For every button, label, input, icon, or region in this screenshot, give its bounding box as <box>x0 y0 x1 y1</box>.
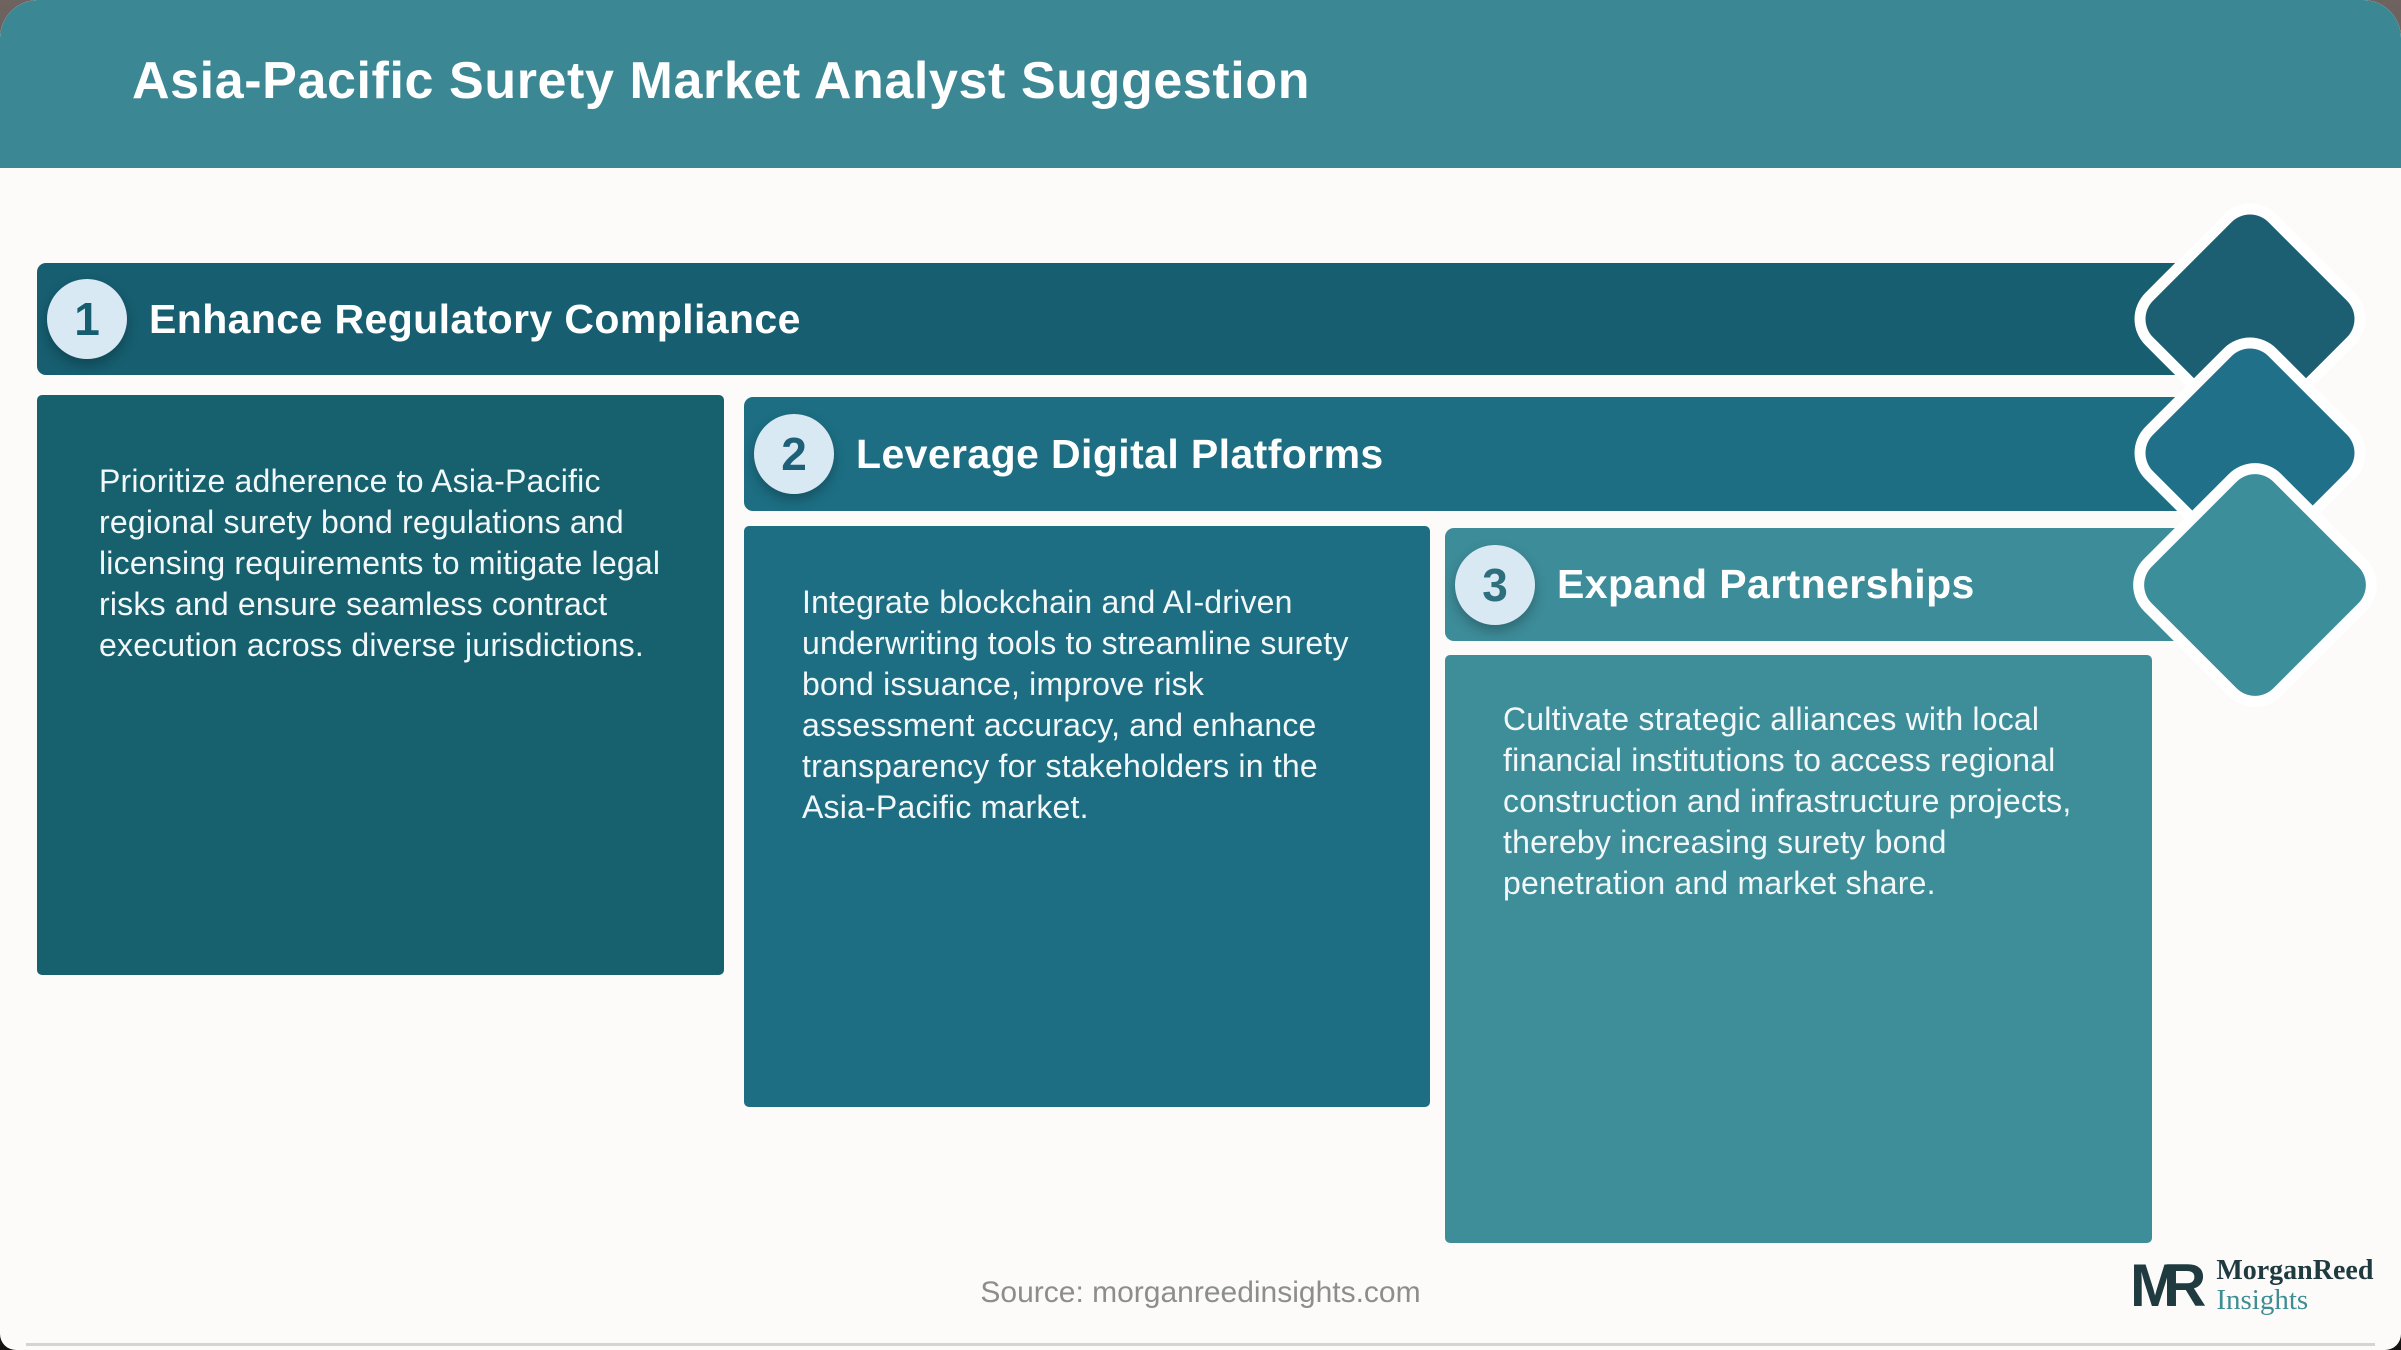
step-2-title: Leverage Digital Platforms <box>856 430 1384 477</box>
page-title: Asia-Pacific Surety Market Analyst Sugge… <box>132 52 1311 110</box>
step-3-description: Cultivate strategic alliances with local… <box>1503 701 2072 901</box>
step-3-number-badge: 3 <box>1455 544 1535 625</box>
logo-name: MorganReed <box>2216 1255 2374 1286</box>
step-1-description-box: Prioritize adherence to Asia-Pacific reg… <box>37 395 724 975</box>
logo-monogram-icon: M R <box>2130 1251 2207 1319</box>
logo-text: MorganReed Insights <box>2216 1256 2373 1316</box>
step-2-number-badge: 2 <box>754 414 834 494</box>
step-2-banner: 2 Leverage Digital Platforms <box>744 397 2233 511</box>
bottom-divider <box>26 1343 2375 1346</box>
step-1-title: Enhance Regulatory Compliance <box>149 295 801 342</box>
source-text: Source: morganreedinsights.com <box>980 1276 1421 1309</box>
step-3-banner: 3 Expand Partnerships <box>1445 528 2233 641</box>
logo-tagline: Insights <box>2216 1284 2309 1317</box>
step-1-description: Prioritize adherence to Asia-Pacific reg… <box>99 463 661 663</box>
logo-monogram-m: M <box>2130 1251 2180 1319</box>
step-2-description-box: Integrate blockchain and AI-driven under… <box>744 526 1430 1107</box>
step-2-description: Integrate blockchain and AI-driven under… <box>802 584 1349 825</box>
logo-monogram-r: R <box>2162 1251 2207 1319</box>
step-1-banner: 1 Enhance Regulatory Compliance <box>37 263 2233 375</box>
brand-logo: M R MorganReed Insights <box>2130 1251 2373 1319</box>
step-1-number-badge: 1 <box>47 279 127 359</box>
step-3-description-box: Cultivate strategic alliances with local… <box>1445 655 2152 1243</box>
step-3-title: Expand Partnerships <box>1557 561 1975 607</box>
page-header: Asia-Pacific Surety Market Analyst Sugge… <box>0 0 2401 168</box>
